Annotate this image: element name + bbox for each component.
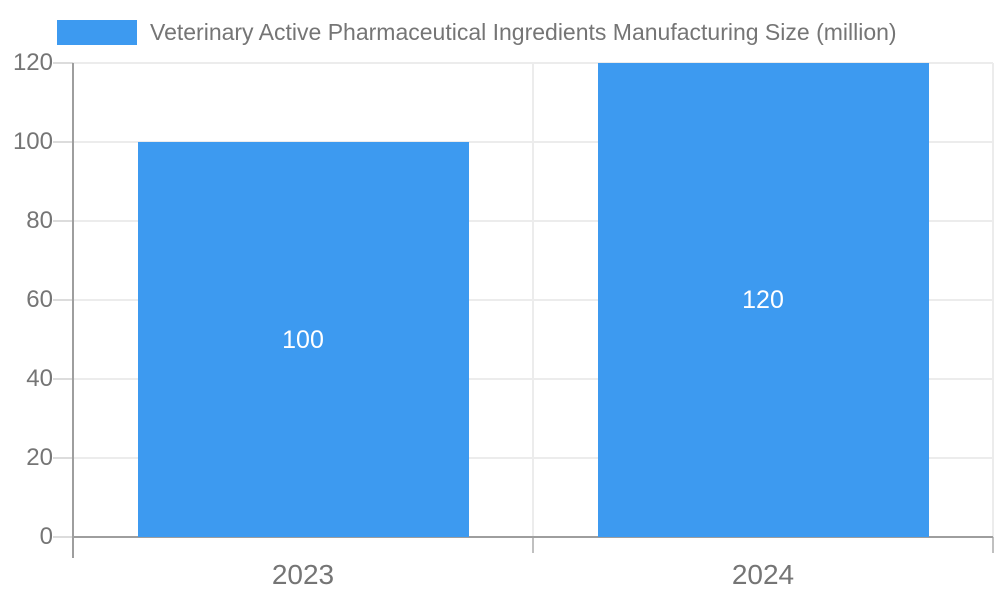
bar-2024[interactable]: [597, 63, 929, 537]
y-tick: [53, 378, 73, 380]
v-gridline: [532, 63, 534, 537]
bar-value-label: 100: [282, 325, 324, 354]
y-axis-label: 100: [12, 128, 53, 155]
x-axis-label: 2023: [271, 559, 335, 590]
legend[interactable]: Veterinary Active Pharmaceutical Ingredi…: [57, 19, 897, 46]
v-gridline: [992, 63, 994, 537]
y-tick: [53, 457, 73, 459]
y-axis-label: 120: [12, 49, 53, 76]
x-axis-label: 2024: [731, 559, 795, 590]
y-axis-label: 0: [39, 523, 53, 550]
x-tick: [992, 537, 994, 553]
bar-value-label: 120: [742, 286, 784, 314]
legend-swatch: [57, 20, 137, 45]
legend-label: Veterinary Active Pharmaceutical Ingredi…: [150, 19, 897, 45]
bar-2023[interactable]: [137, 142, 469, 537]
y-tick: [53, 62, 73, 64]
y-tick: [53, 220, 73, 222]
y-axis-label: 60: [26, 286, 53, 313]
y-axis-label: 80: [26, 207, 53, 234]
y-tick: [53, 299, 73, 301]
y-tick: [53, 141, 73, 143]
y-tick: [53, 536, 73, 538]
y-axis-label: 20: [26, 444, 53, 471]
x-axis-line: [73, 536, 993, 538]
y-axis-line: [72, 63, 74, 558]
x-tick: [532, 537, 534, 553]
y-axis-label: 40: [26, 365, 53, 392]
